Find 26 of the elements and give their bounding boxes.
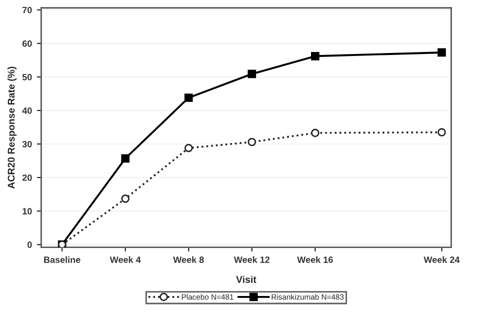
x-tick-label: Week 8 <box>173 256 204 263</box>
x-tick-label: Week 24 <box>424 256 460 263</box>
y-tick-label: 30 <box>22 140 32 148</box>
y-axis-title: ACR20 Response Rate (%) <box>8 66 17 189</box>
point <box>438 128 446 136</box>
point <box>184 94 193 102</box>
point <box>311 128 320 138</box>
y-tick-label: 40 <box>22 107 32 114</box>
point <box>311 52 320 60</box>
point <box>121 154 130 163</box>
x-tick-label: Week 4 <box>110 256 141 263</box>
x-axis-title: Visit <box>236 276 256 283</box>
y-tick-label: 60 <box>22 40 32 47</box>
y-tick-label: 0 <box>28 242 32 248</box>
x-tick-label: Week 16 <box>297 256 333 263</box>
y-tick-label: 10 <box>22 208 32 214</box>
point <box>248 138 256 146</box>
y-tick-label: 20 <box>22 174 32 181</box>
x-tick-label: Week 12 <box>234 256 270 263</box>
point <box>184 144 193 152</box>
point <box>438 48 446 57</box>
point <box>248 70 256 78</box>
y-tick-label: 50 <box>22 74 32 80</box>
point <box>121 194 130 203</box>
x-tick-label: Baseline <box>44 256 80 263</box>
y-tick-label: 70 <box>22 6 32 14</box>
